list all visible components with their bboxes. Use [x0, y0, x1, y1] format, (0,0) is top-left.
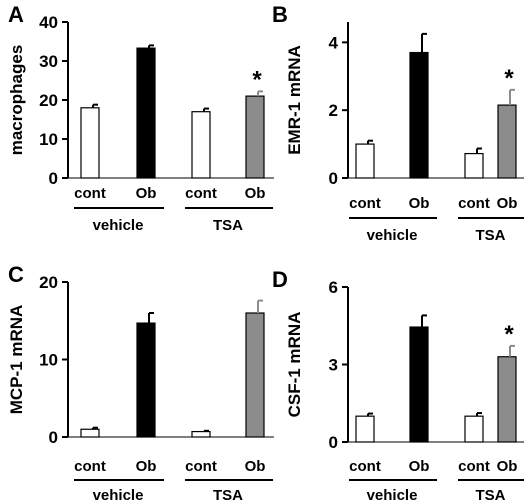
group-label: TSA: [213, 217, 243, 234]
y-tick-label: 6: [329, 278, 338, 297]
y-tick-label: 2: [329, 101, 338, 120]
bar: [497, 356, 517, 443]
bar: [245, 95, 265, 179]
y-tick-label: 0: [49, 428, 58, 447]
panel-letter: B: [272, 2, 288, 27]
category-label: Ob: [245, 185, 266, 202]
bar: [191, 111, 211, 179]
bar: [80, 428, 100, 438]
category-label: Ob: [136, 458, 157, 475]
bar: [136, 322, 156, 438]
bar: [136, 47, 156, 179]
group-label: TSA: [476, 227, 506, 244]
category-label: cont: [349, 458, 381, 475]
group-label: vehicle: [93, 487, 144, 500]
y-tick-label: 10: [39, 130, 58, 149]
y-tick-label: 20: [39, 91, 58, 110]
category-label: cont: [74, 458, 106, 475]
group-label: vehicle: [367, 487, 418, 500]
bar: [409, 51, 429, 179]
bar: [464, 415, 484, 443]
bar: [409, 326, 429, 443]
category-label: Ob: [409, 458, 430, 475]
category-label: Ob: [245, 458, 266, 475]
significance-marker: *: [252, 66, 262, 93]
category-label: cont: [458, 195, 490, 212]
bar: [80, 107, 100, 179]
y-tick-label: 0: [329, 169, 338, 188]
panel-letter: A: [8, 2, 24, 27]
group-label: TSA: [213, 487, 243, 500]
group-label: TSA: [476, 487, 506, 500]
panel-letter: C: [8, 262, 24, 287]
bar: [497, 104, 517, 179]
y-tick-label: 0: [329, 433, 338, 452]
y-axis-label: EMR-1 mRNA: [285, 45, 304, 155]
group-label: vehicle: [93, 217, 144, 234]
significance-marker: *: [504, 65, 514, 92]
category-label: Ob: [136, 185, 157, 202]
bar: [191, 430, 211, 438]
bar: [245, 312, 265, 438]
panel-c: C MCP-1 mRNA 0 10 20 cont Ob cont Ob vehicle TSA: [7, 262, 274, 500]
y-tick-label: 20: [39, 273, 58, 292]
y-axis-label: MCP-1 mRNA: [7, 305, 26, 415]
category-label: cont: [185, 185, 217, 202]
category-label: Ob: [409, 195, 430, 212]
y-tick-label: 10: [39, 351, 58, 370]
y-tick-label: 3: [329, 356, 338, 375]
category-label: Ob: [497, 195, 518, 212]
y-tick-label: 30: [39, 52, 58, 71]
category-label: cont: [185, 458, 217, 475]
y-axis-label: macrophages: [7, 45, 26, 156]
panel-letter: D: [272, 267, 288, 292]
y-tick-label: 0: [49, 169, 58, 188]
category-label: cont: [74, 185, 106, 202]
category-label: cont: [349, 195, 381, 212]
bar: [355, 415, 375, 443]
significance-marker: *: [504, 321, 514, 348]
bar: [464, 152, 484, 179]
y-tick-label: 40: [39, 13, 58, 32]
category-label: cont: [458, 458, 490, 475]
y-tick-label: 4: [329, 33, 339, 52]
category-label: Ob: [497, 458, 518, 475]
y-axis-label: CSF-1 mRNA: [285, 312, 304, 418]
group-label: vehicle: [367, 227, 418, 244]
bar: [355, 143, 375, 179]
